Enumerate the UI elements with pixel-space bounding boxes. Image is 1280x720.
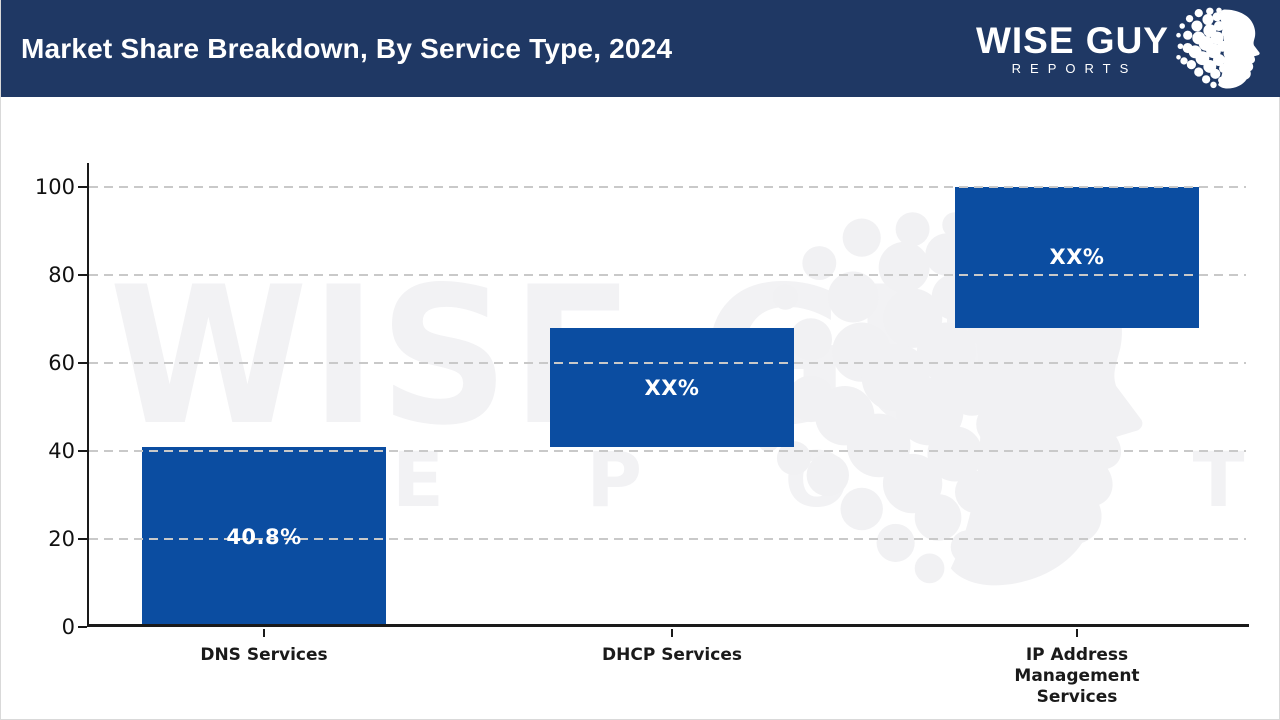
wise-guy-logo: WISE GUY REPORTS (976, 7, 1265, 91)
chart-title: Market Share Breakdown, By Service Type,… (21, 32, 673, 64)
logo-wordmark: WISE GUY REPORTS (976, 22, 1169, 75)
y-tick-mark-3 (78, 362, 87, 364)
x-tick-mark-1 (671, 629, 673, 637)
category-label-dhcp-services: DHCP Services (602, 645, 742, 665)
y-tick-label-0: 0 (61, 615, 75, 639)
bar-value-label: XX% (1049, 245, 1105, 270)
y-tick-label-2: 40 (48, 439, 75, 463)
x-tick-mark-2 (1076, 629, 1078, 637)
gridline-80 (89, 274, 1246, 276)
category-label-dns-services: DNS Services (200, 645, 328, 665)
gridline-100 (89, 186, 1246, 188)
gridline-20 (89, 538, 1246, 540)
y-tick-label-4: 80 (48, 263, 75, 287)
plot-area: 0 20 40 60 80 100 40.8% XX% XX% DNS Serv… (35, 163, 1249, 707)
logo-text-secondary: REPORTS (1011, 61, 1138, 76)
bar-dhcp-services: XX% (550, 327, 794, 448)
y-tick-mark-4 (78, 274, 87, 276)
header-bar: Market Share Breakdown, By Service Type,… (1, 0, 1280, 97)
logo-face-icon (1176, 7, 1260, 89)
gridline-40 (89, 450, 1246, 452)
logo-text-primary: WISE GUY (975, 20, 1169, 61)
gridline-60 (89, 362, 1246, 364)
y-tick-mark-5 (78, 186, 87, 188)
y-axis-line (87, 163, 89, 627)
bar-dns-services: 40.8% (142, 447, 386, 627)
y-tick-mark-0 (78, 626, 87, 628)
x-tick-mark-0 (263, 629, 265, 637)
x-axis-line (87, 624, 1249, 627)
y-tick-label-1: 20 (48, 527, 75, 551)
y-tick-mark-1 (78, 538, 87, 540)
y-tick-mark-2 (78, 450, 87, 452)
bar-ip-address-management-services: XX% (955, 187, 1199, 328)
y-tick-label-5: 100 (34, 175, 75, 199)
bar-value-label: 40.8% (226, 525, 302, 550)
y-tick-label-3: 60 (48, 351, 75, 375)
category-label-ip-address-management-services: IP Address Management Services (1014, 645, 1140, 707)
bar-value-label: XX% (644, 375, 700, 400)
